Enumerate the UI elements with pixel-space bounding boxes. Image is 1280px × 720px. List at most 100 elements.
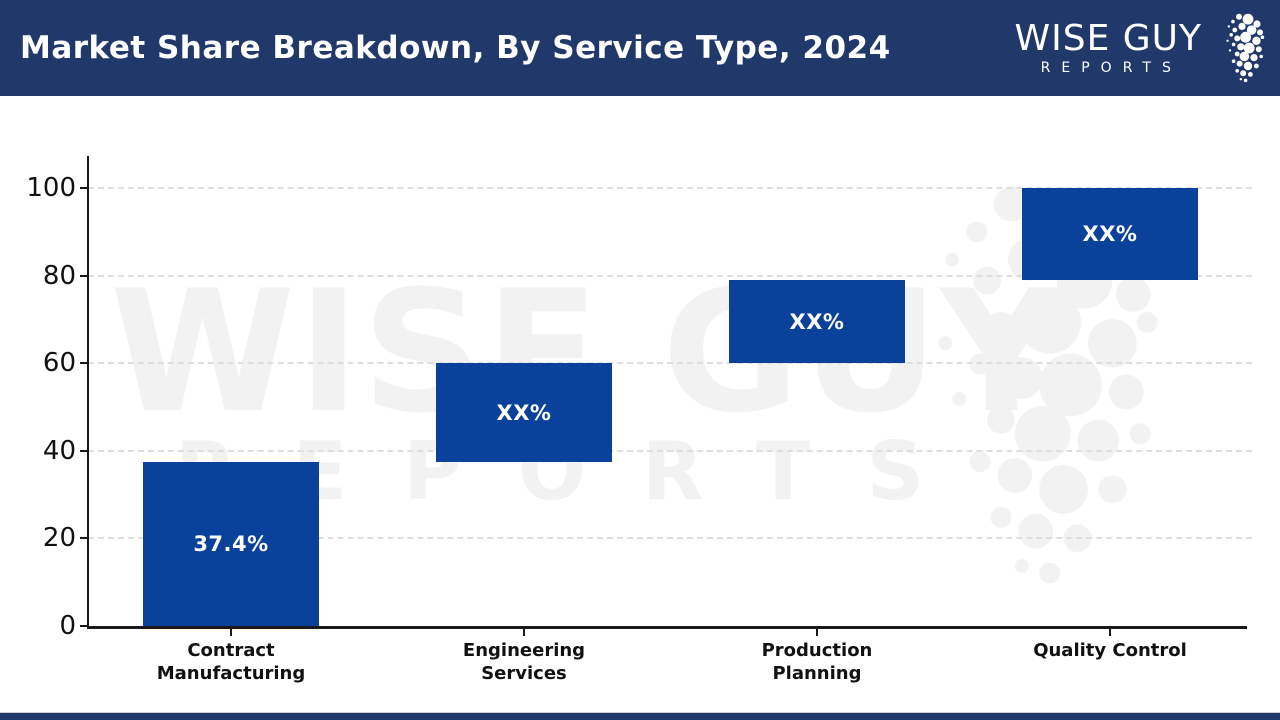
head-dot (1243, 78, 1248, 83)
x-tick-mark (816, 628, 818, 636)
x-axis-line (87, 626, 1247, 629)
y-tick-mark (80, 187, 88, 189)
head-dot (1248, 72, 1253, 77)
gridline (88, 274, 1252, 277)
head-dot (1236, 60, 1243, 67)
x-tick-mark (1109, 628, 1111, 636)
head-dot (1231, 19, 1235, 24)
x-axis-category-label: Engineering Services (404, 640, 644, 685)
head-dot (1242, 13, 1254, 25)
head-dot (1039, 562, 1061, 584)
head-dot (1232, 27, 1238, 33)
gridline (88, 362, 1252, 365)
head-dot (1087, 318, 1137, 368)
head-dot (1018, 291, 1081, 354)
head-dot (997, 458, 1033, 493)
y-tick-mark (80, 449, 88, 452)
bar-value-label: XX% (496, 400, 552, 425)
head-dot (1240, 70, 1247, 77)
head-dot (966, 221, 988, 243)
y-tick-mark (80, 537, 88, 540)
head-dot (1231, 42, 1236, 47)
head-dot (1014, 405, 1071, 462)
head-dot (1235, 69, 1239, 73)
x-axis-category-label: Production Planning (697, 640, 937, 685)
head-dot (1243, 61, 1253, 71)
bar: XX% (436, 363, 612, 463)
head-dot (952, 391, 967, 406)
y-axis-line (87, 156, 89, 629)
y-tick-mark (80, 625, 88, 627)
gridline (88, 187, 1252, 189)
bar: 37.4% (143, 462, 319, 626)
y-axis-tick-label: 40 (42, 435, 76, 466)
head-dot (1246, 25, 1257, 35)
head-dot (1252, 36, 1261, 45)
head-dot (973, 266, 1001, 295)
head-dot (1243, 42, 1255, 54)
head-dot (1236, 13, 1242, 20)
head-dot (990, 506, 1012, 528)
head-dot (1229, 33, 1233, 37)
head-dot (1234, 51, 1240, 57)
head-dot (1039, 353, 1102, 417)
logo-subtitle: REPORTS (1040, 60, 1182, 76)
y-axis-tick-label: 100 (26, 173, 76, 203)
head-dot (1108, 374, 1144, 410)
head-dot (1254, 63, 1259, 69)
head-dot (1257, 29, 1263, 36)
x-axis-label-line: Engineering (462, 640, 586, 661)
head-dot (1253, 20, 1261, 28)
head-dot (1231, 59, 1236, 63)
head-dot (1234, 35, 1241, 42)
x-axis-label-line: Quality Control (1033, 640, 1187, 661)
bar-value-label: 37.4% (193, 532, 269, 557)
head-dot (1240, 31, 1251, 43)
x-tick-mark (230, 628, 232, 636)
head-dot (1000, 357, 1043, 399)
y-tick-mark (80, 274, 88, 277)
x-axis-label-line: Production (761, 640, 873, 661)
y-axis-tick-label: 60 (42, 348, 76, 379)
head-dot (1098, 475, 1127, 504)
x-axis-category-label: Contract Manufacturing (111, 640, 351, 685)
head-dot (955, 298, 977, 319)
y-axis-tick-label: 20 (42, 523, 76, 554)
head-dot (1239, 51, 1250, 62)
bar-value-label: XX% (789, 309, 845, 334)
x-axis-label-line: Planning (772, 662, 862, 684)
head-dot (969, 451, 991, 472)
head-dot (983, 311, 1019, 347)
y-axis-tick-label: 0 (59, 611, 76, 641)
head-dot (1227, 25, 1230, 28)
head-dot (1237, 43, 1245, 51)
head-dot (938, 336, 953, 351)
bar: XX% (729, 279, 905, 364)
head-dot (1238, 22, 1246, 30)
gridline (88, 449, 1252, 452)
head-dot (1136, 311, 1158, 333)
page-title: Market Share Breakdown, By Service Type,… (20, 30, 891, 66)
head-dot (1239, 78, 1242, 81)
head-dot (1014, 559, 1029, 573)
logo-text: WISE GUY REPORTS (1015, 21, 1203, 76)
head-dot (1129, 423, 1151, 445)
head-dot (1018, 513, 1054, 549)
x-axis-label-line: Manufacturing (156, 662, 306, 684)
header-bar: Market Share Breakdown, By Service Type,… (0, 0, 1280, 96)
head-dot (1260, 35, 1265, 39)
x-axis-label-line: Contract (187, 640, 275, 661)
head-dot (1250, 54, 1258, 62)
wise-guy-reports-logo: WISE GUY REPORTS (1015, 8, 1267, 88)
head-dot (1228, 49, 1232, 52)
gridline (88, 537, 1252, 540)
head-dot (994, 186, 1029, 222)
bar: XX% (1022, 188, 1198, 280)
head-dot (1115, 277, 1151, 312)
y-tick-mark (80, 362, 88, 365)
x-axis-label-line: Services (481, 662, 567, 684)
head-dot (1039, 465, 1088, 514)
head-dot (1259, 54, 1263, 59)
